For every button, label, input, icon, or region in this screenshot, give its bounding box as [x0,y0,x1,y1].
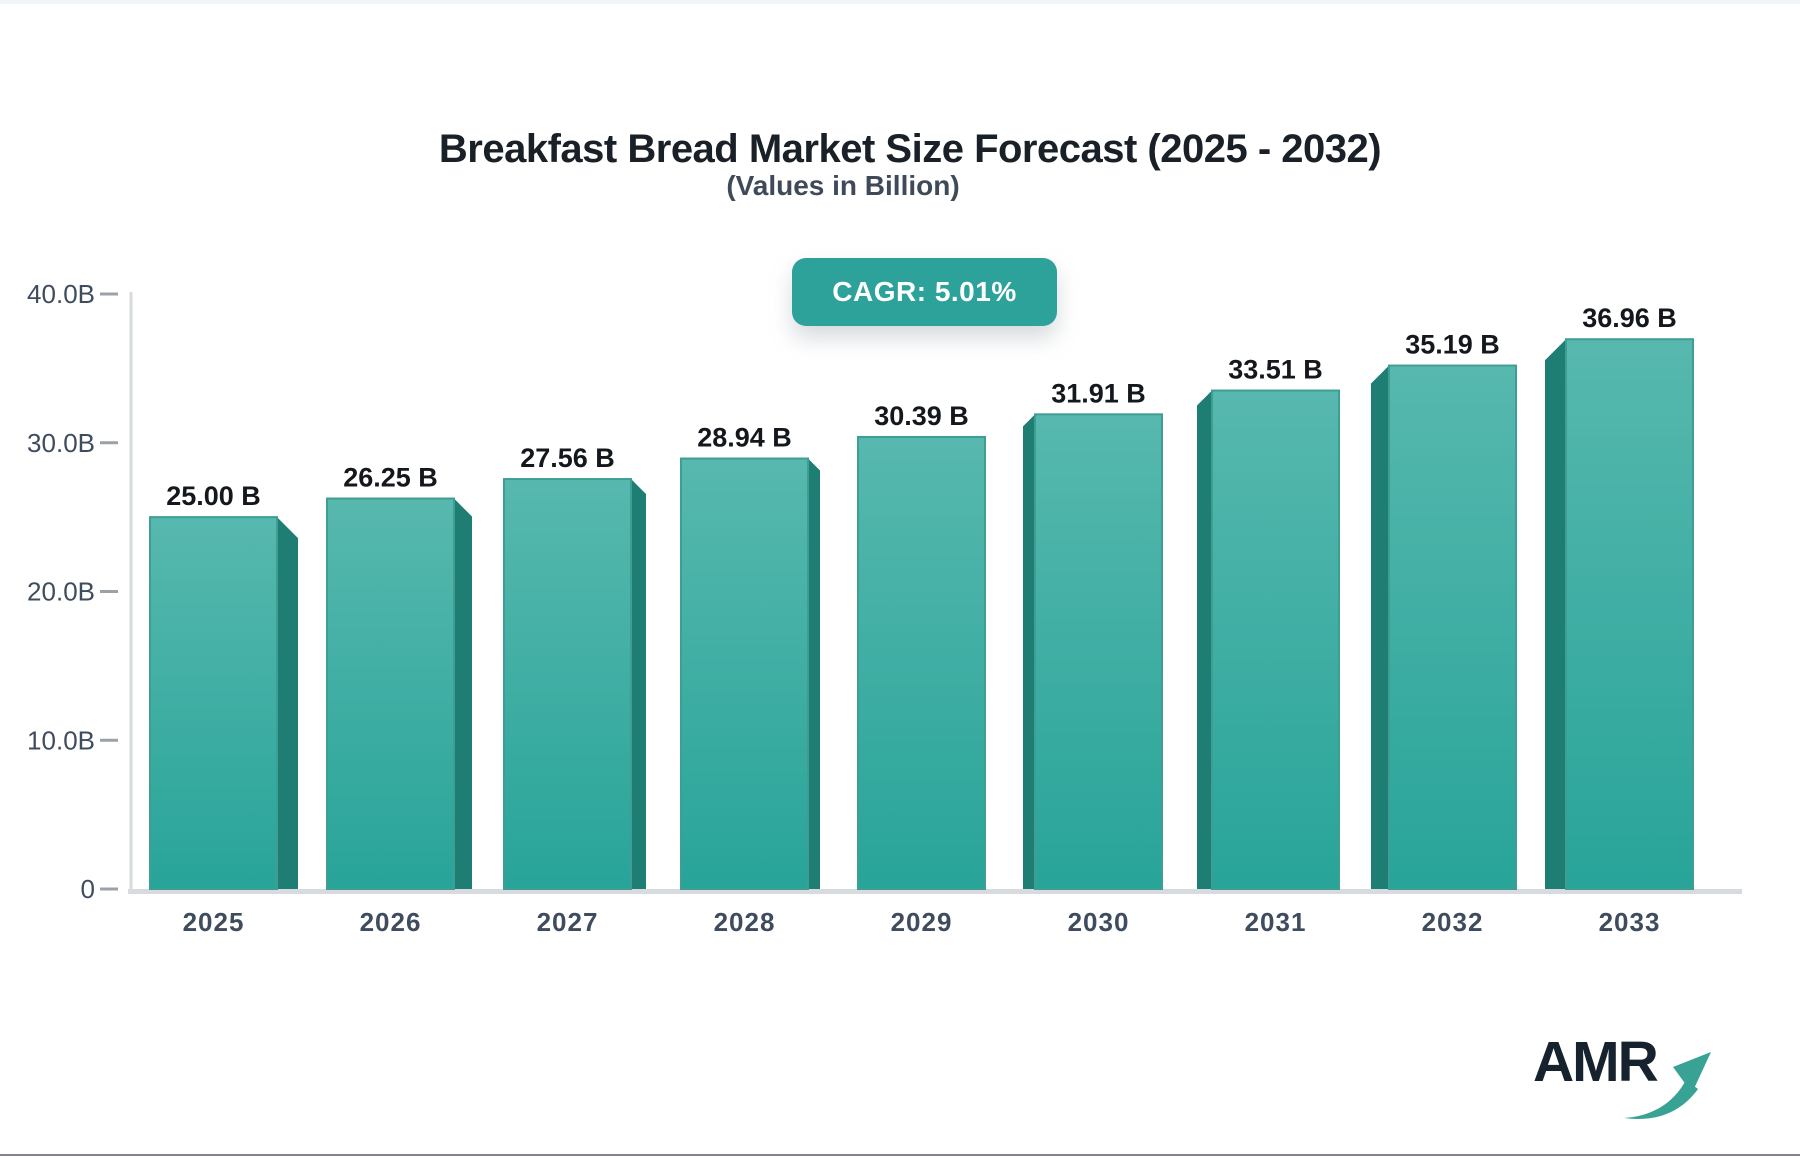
bar-value-label: 30.39 B [874,401,969,431]
cagr-badge: CAGR: 5.01% [792,258,1057,326]
bar-value-label: 25.00 B [166,481,261,511]
bar-2030 [1034,413,1163,890]
y-tick-label: 40.0B [27,279,95,309]
x-tick-label: 2026 [360,907,422,937]
bar-side-2028 [808,458,820,889]
amr-logo: AMR [1533,1034,1733,1129]
bar-side-2032 [1371,365,1389,890]
window-bottom-edge [0,1154,1800,1156]
bar-side-2027 [631,479,646,889]
x-tick-label: 2031 [1245,907,1307,937]
y-tick-label: 0 [81,874,95,904]
x-tick-label: 2033 [1599,907,1661,937]
bar-2028 [680,457,809,890]
chart-title: Breakfast Bread Market Size Forecast (20… [438,126,1382,171]
cagr-badge-label: CAGR: 5.01% [832,276,1017,307]
bar-value-label: 27.56 B [520,443,615,473]
bar-2025 [149,516,278,890]
x-tick-label: 2027 [537,907,599,937]
bar-value-label: 31.91 B [1051,378,1146,408]
x-tick-label: 2028 [714,907,776,937]
bar-2027 [503,478,632,890]
bar-2032 [1388,364,1517,890]
bar-value-label: 28.94 B [697,423,792,453]
x-tick-label: 2030 [1068,907,1130,937]
bar-2026 [326,497,455,890]
x-tick-label: 2032 [1422,907,1484,937]
amr-logo-text: AMR [1533,1030,1659,1094]
bar-value-label: 36.96 B [1582,303,1677,333]
bar-side-2026 [454,498,472,889]
bar-side-2033 [1545,339,1566,890]
y-tick-label: 20.0B [27,577,95,607]
bar-2029 [857,435,986,890]
growth-arrow-icon [1624,1052,1711,1119]
bar-2031 [1211,389,1340,890]
x-tick-label: 2029 [891,907,953,937]
bar-value-label: 35.19 B [1405,330,1500,360]
bar-value-label: 33.51 B [1228,355,1323,385]
bar-2033 [1565,338,1694,891]
bar-side-2030 [1023,414,1035,889]
bar-side-2025 [277,517,298,889]
x-tick-label: 2025 [183,907,245,937]
bar-side-2031 [1197,390,1212,889]
chart-subtitle: (Values in Billion) [726,170,960,201]
y-tick-label: 30.0B [27,428,95,458]
bar-chart: 0 10.0B 20.0B 30.0B 40.0B 25.00 B 2025 26.25 B 2… [27,279,1742,937]
y-tick-label: 10.0B [27,725,95,755]
bar-value-label: 26.25 B [343,463,438,493]
